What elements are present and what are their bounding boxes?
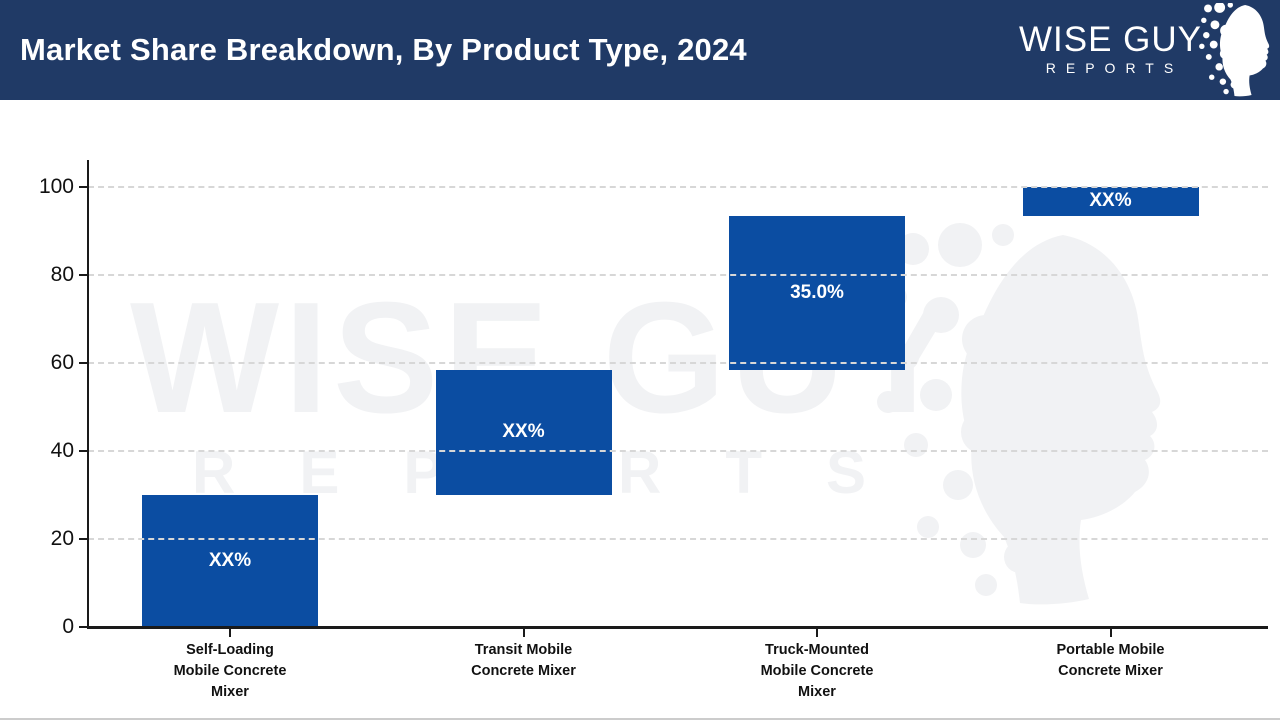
y-tick-label: 100 <box>38 175 74 198</box>
gridline <box>88 538 1268 540</box>
x-axis-tick <box>816 629 818 637</box>
y-axis-tick <box>79 538 87 540</box>
y-axis-tick <box>79 362 87 364</box>
watermark-face-icon <box>877 223 1161 605</box>
y-axis-tick <box>79 626 87 628</box>
x-axis-tick <box>229 629 231 637</box>
y-tick-label: 60 <box>50 351 74 374</box>
y-axis-line <box>87 160 89 629</box>
bar-value-label: XX% <box>1089 190 1132 212</box>
bar-segment: XX% <box>142 495 318 627</box>
gridline <box>88 186 1268 188</box>
y-tick-label: 0 <box>62 615 74 638</box>
gridline <box>88 274 1268 276</box>
bar-segment: 35.0% <box>729 215 905 370</box>
x-axis-tick <box>1109 629 1112 637</box>
x-tick-label: Transit Mobile Concrete Mixer <box>471 642 576 679</box>
x-axis-tick <box>522 629 525 637</box>
y-axis-tick <box>79 274 87 276</box>
y-axis-tick <box>79 186 87 188</box>
gridline <box>88 450 1268 452</box>
gridline <box>88 362 1268 364</box>
bar-value-label: 35.0% <box>790 281 844 303</box>
logo: WISE GUY REPORTS <box>1004 0 1274 100</box>
bar-segment: XX% <box>1022 187 1199 216</box>
page-title: Market Share Breakdown, By Product Type,… <box>20 32 747 67</box>
bar-value-label: XX% <box>502 421 545 443</box>
logo-wordmark: WISE GUY <box>1018 20 1202 59</box>
header-bar: Market Share Breakdown, By Product Type,… <box>0 0 1280 100</box>
x-tick-label: Truck-Mounted Mobile Concrete Mixer <box>760 642 874 700</box>
bottom-border <box>0 718 1280 720</box>
logo-face-icon <box>1199 3 1270 97</box>
y-tick-label: 40 <box>50 439 74 462</box>
y-axis-tick <box>79 450 87 452</box>
y-tick-label: 80 <box>50 263 74 286</box>
x-tick-label: Portable Mobile Concrete Mixer <box>1056 642 1165 679</box>
bar-segment: XX% <box>435 369 612 495</box>
x-axis-line <box>87 626 1268 629</box>
logo-text: WISE GUY REPORTS <box>1019 21 1202 76</box>
logo-tagline: REPORTS <box>1045 60 1184 76</box>
bar-value-label: XX% <box>208 550 252 571</box>
x-tick-label: Self-Loading Mobile Concrete Mixer <box>173 642 287 700</box>
y-tick-label: 20 <box>50 527 74 550</box>
